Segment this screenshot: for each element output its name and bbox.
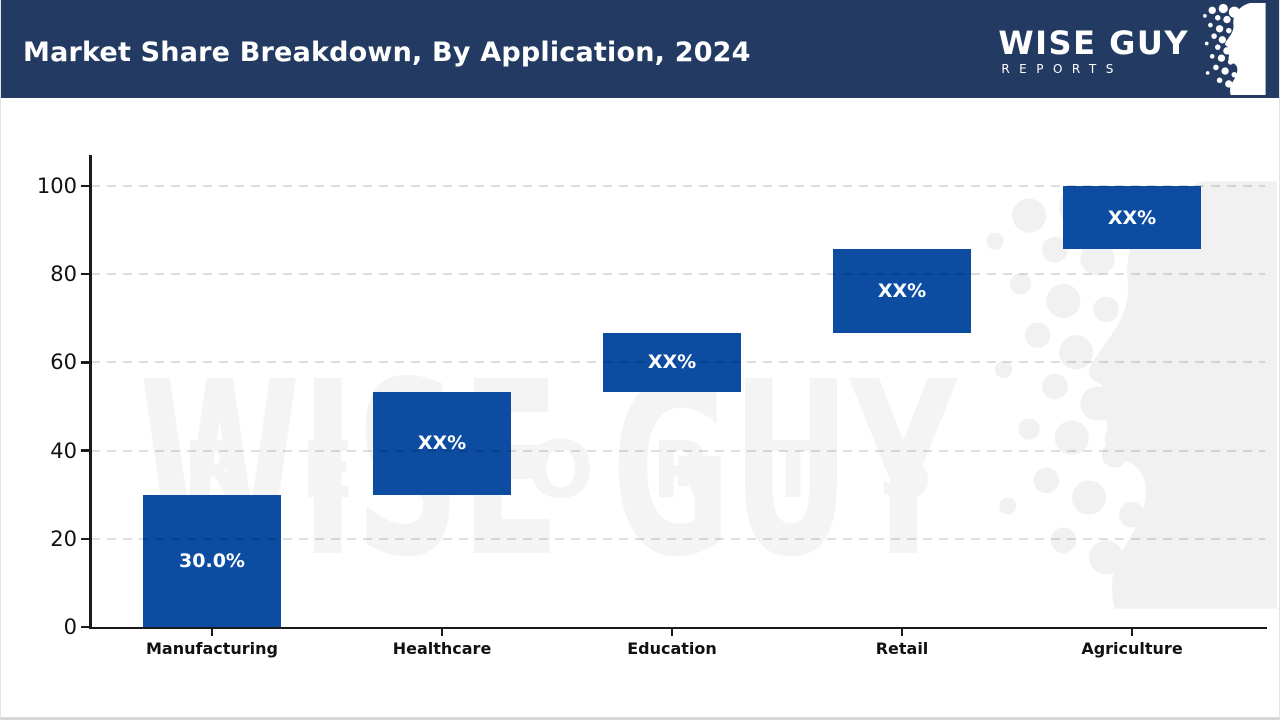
y-tick-20 [81,537,89,541]
y-tick-60 [81,361,89,364]
bar-manufacturing [143,494,281,627]
watermark-subtitle: REPORTS [183,426,992,516]
bar-retail [833,249,971,333]
bar-value-label-agriculture: XX% [1107,206,1157,229]
x-tick-agriculture [1130,629,1134,636]
gridline-60 [91,361,1265,364]
logo-subtitle-text: REPORTS [1001,61,1123,76]
y-tick-100 [81,184,89,188]
bar-value-label-education: XX% [647,351,697,374]
header-bar: Market Share Breakdown, By Application, … [1,0,1279,98]
gridline-100 [91,185,1265,187]
gridline-80 [91,273,1265,276]
bar-education [603,332,741,392]
x-tick-healthcare [440,629,444,636]
logo-title-text: WISE GUY [998,23,1189,62]
y-tick-label-80: 80 [50,262,77,287]
x-tick-manufacturing [210,629,214,636]
gridline-20 [91,537,1265,540]
bar-value-label-healthcare: XX% [417,432,467,455]
page-title: Market Share Breakdown, By Application, … [23,36,751,68]
x-tick-retail [900,629,904,636]
y-tick-label-0: 0 [63,615,77,639]
bar-value-label-manufacturing: 30.0% [179,549,245,572]
x-tick-education [670,629,674,636]
x-tick-label-manufacturing: Manufacturing [146,639,278,658]
bar-healthcare [373,391,511,495]
bar-agriculture [1063,186,1201,250]
y-tick-label-20: 20 [50,526,77,551]
x-axis-line [89,626,1267,629]
y-tick-label-60: 60 [50,350,77,375]
chart-canvas: WISE GUY REPORTS 0 20 40 60 80 100 30.0% Manufa… [1,98,1279,717]
y-tick-40 [81,449,89,452]
y-tick-80 [81,272,89,276]
x-tick-label-healthcare: Healthcare [392,639,492,658]
y-tick-label-40: 40 [50,438,77,463]
x-tick-label-agriculture: Agriculture [1081,639,1183,658]
y-axis-line [89,155,92,629]
y-tick-0 [81,625,89,629]
logo-wordmark: WISE GUY REPORTS [998,23,1189,76]
gridline-40 [91,449,1265,452]
watermark-face-icon [807,160,1277,630]
x-tick-label-education: Education [627,639,717,658]
bar-value-label-retail: XX% [877,279,927,302]
wiseguy-logo: WISE GUY REPORTS [998,0,1267,98]
x-tick-label-retail: Retail [875,639,929,658]
y-tick-label-100: 100 [36,174,77,198]
